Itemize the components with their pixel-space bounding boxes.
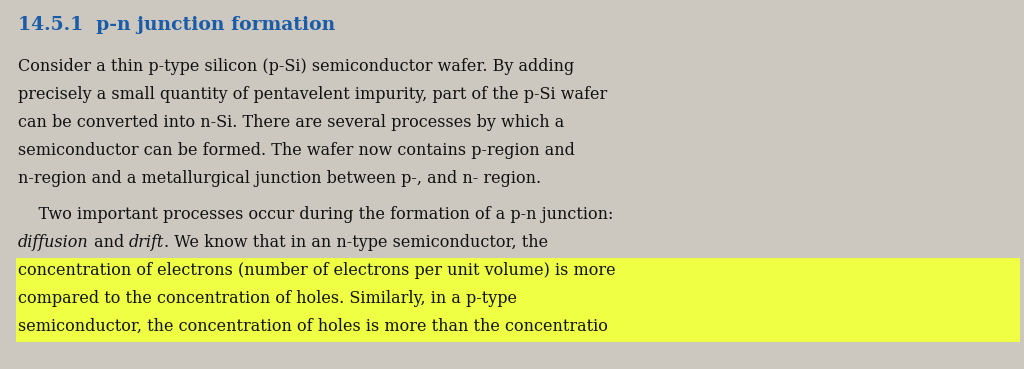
- Text: compared to the concentration of holes. Similarly, in a p-type: compared to the concentration of holes. …: [18, 290, 517, 307]
- Bar: [16, 314, 1020, 342]
- Text: and: and: [89, 234, 129, 251]
- Text: concentration of electrons (number of electrons per unit volume) is more: concentration of electrons (number of el…: [18, 262, 615, 279]
- Text: diffusion: diffusion: [18, 234, 89, 251]
- Text: semiconductor can be formed. The wafer now contains p-region and: semiconductor can be formed. The wafer n…: [18, 142, 574, 159]
- Bar: [16, 258, 1020, 286]
- Text: Two important processes occur during the formation of a p-n junction:: Two important processes occur during the…: [18, 206, 613, 223]
- Text: semiconductor, the concentration of holes is more than the concentratio: semiconductor, the concentration of hole…: [18, 318, 608, 335]
- Text: precisely a small quantity of pentavelent impurity, part of the p-Si wafer: precisely a small quantity of pentavelen…: [18, 86, 607, 103]
- Text: n-region and a metallurgical junction between p-, and n- region.: n-region and a metallurgical junction be…: [18, 170, 541, 187]
- Bar: [16, 286, 1020, 314]
- Text: Consider a thin p-type silicon (p-Si) semiconductor wafer. By adding: Consider a thin p-type silicon (p-Si) se…: [18, 58, 574, 75]
- Text: drift: drift: [129, 234, 164, 251]
- Text: 14.5.1  p-n junction formation: 14.5.1 p-n junction formation: [18, 16, 335, 34]
- Text: can be converted into n-Si. There are several processes by which a: can be converted into n-Si. There are se…: [18, 114, 564, 131]
- Text: . We know that in an n-type semiconductor, the: . We know that in an n-type semiconducto…: [164, 234, 549, 251]
